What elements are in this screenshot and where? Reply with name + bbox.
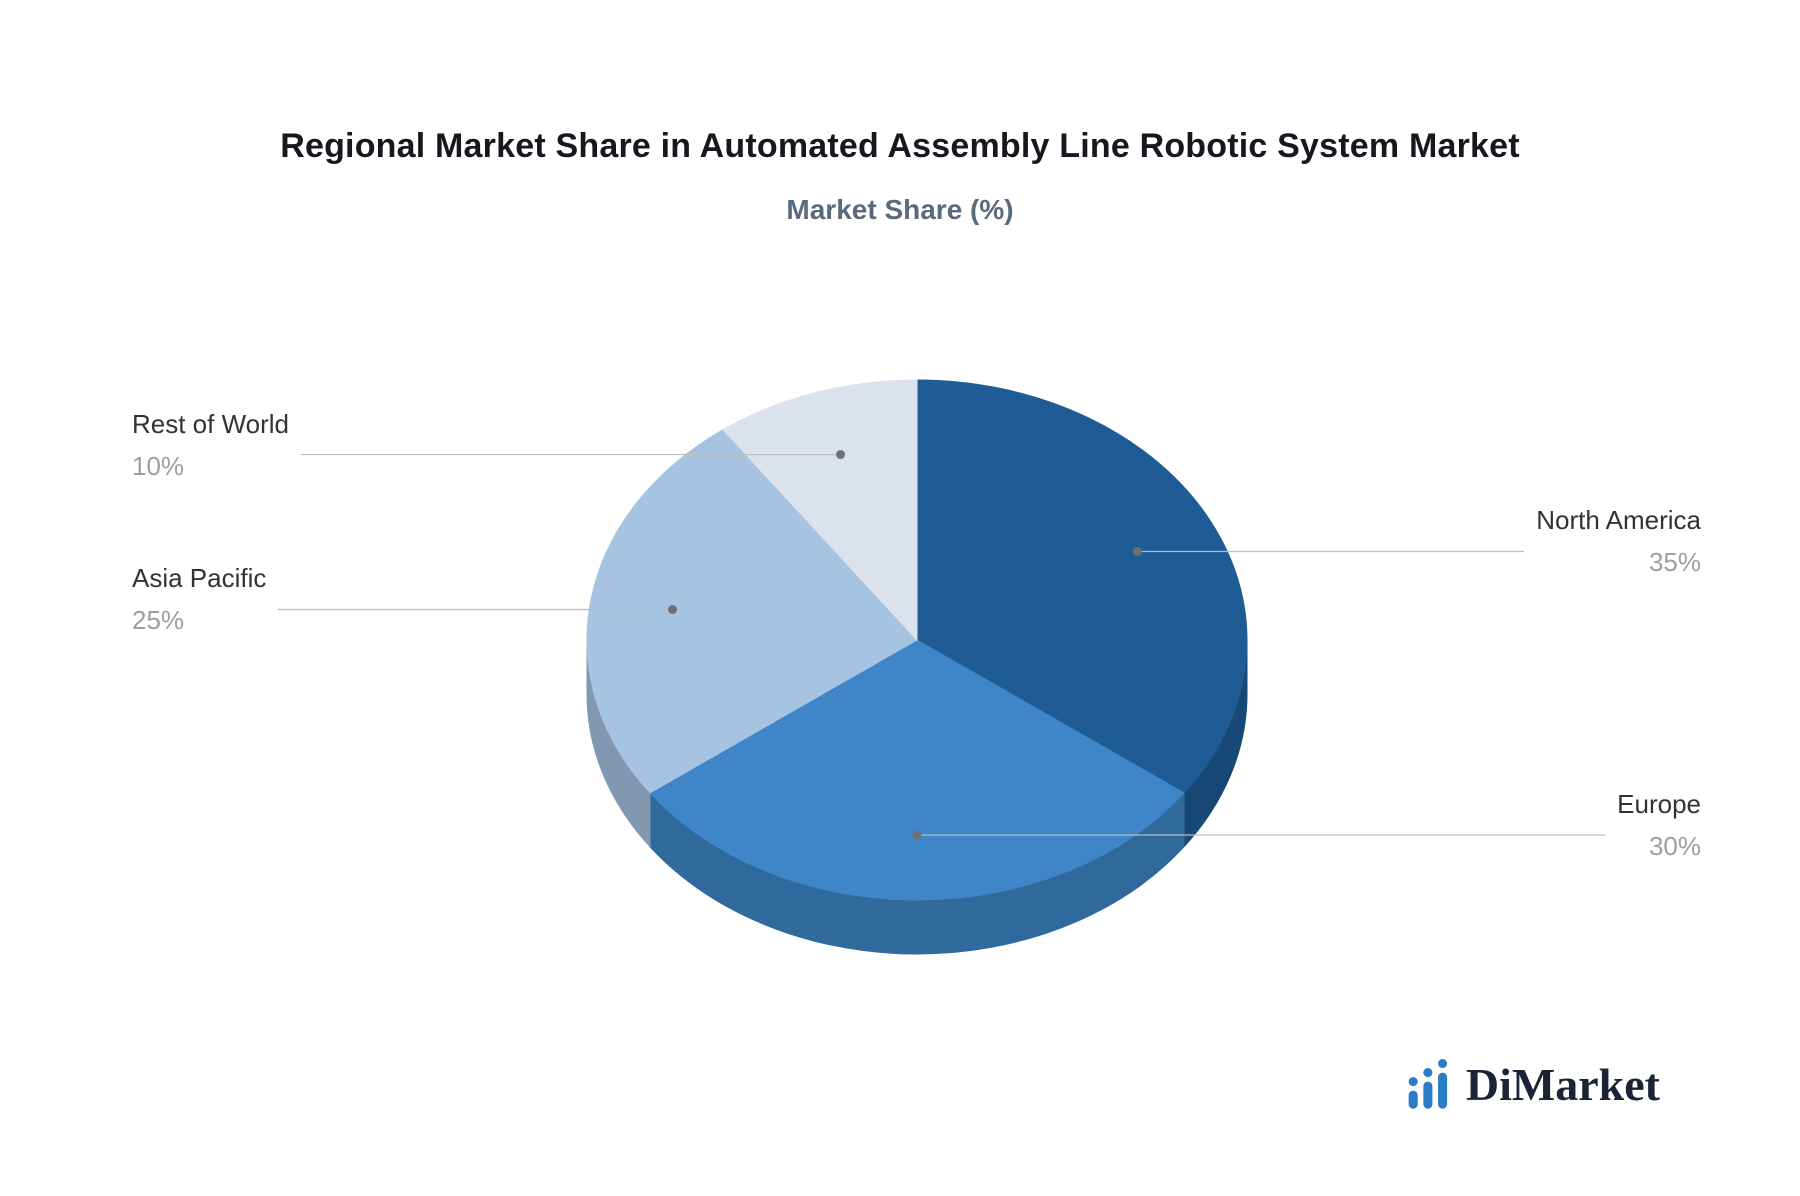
dimarket-logo-icon [1408, 1058, 1447, 1109]
chart-title: Regional Market Share in Automated Assem… [280, 127, 1520, 165]
slice-percentage: 25% [132, 605, 185, 636]
brand-logo: DiMarket [1406, 1058, 1660, 1111]
slice-percentage: 35% [1648, 547, 1701, 578]
slice-percentage: 10% [132, 450, 185, 481]
brand-name: DiMarket [1465, 1059, 1660, 1110]
slice-label-rest-of-world: Rest of World 10% [132, 407, 289, 483]
slice-percentage: 30% [1648, 831, 1701, 861]
slice-name: North America [1536, 505, 1701, 536]
slice-label-north-america: North America 35% [1536, 503, 1701, 579]
slice-label-europe: Europe 30% [1617, 787, 1701, 863]
slice-label-asia-pacific: Asia Pacific 25% [132, 561, 266, 637]
chart-subtitle: Market Share (%) [786, 194, 1014, 225]
slice-name: Europe [1617, 789, 1701, 819]
slice-name: Rest of World [132, 408, 290, 439]
slice-name: Asia Pacific [132, 563, 267, 594]
